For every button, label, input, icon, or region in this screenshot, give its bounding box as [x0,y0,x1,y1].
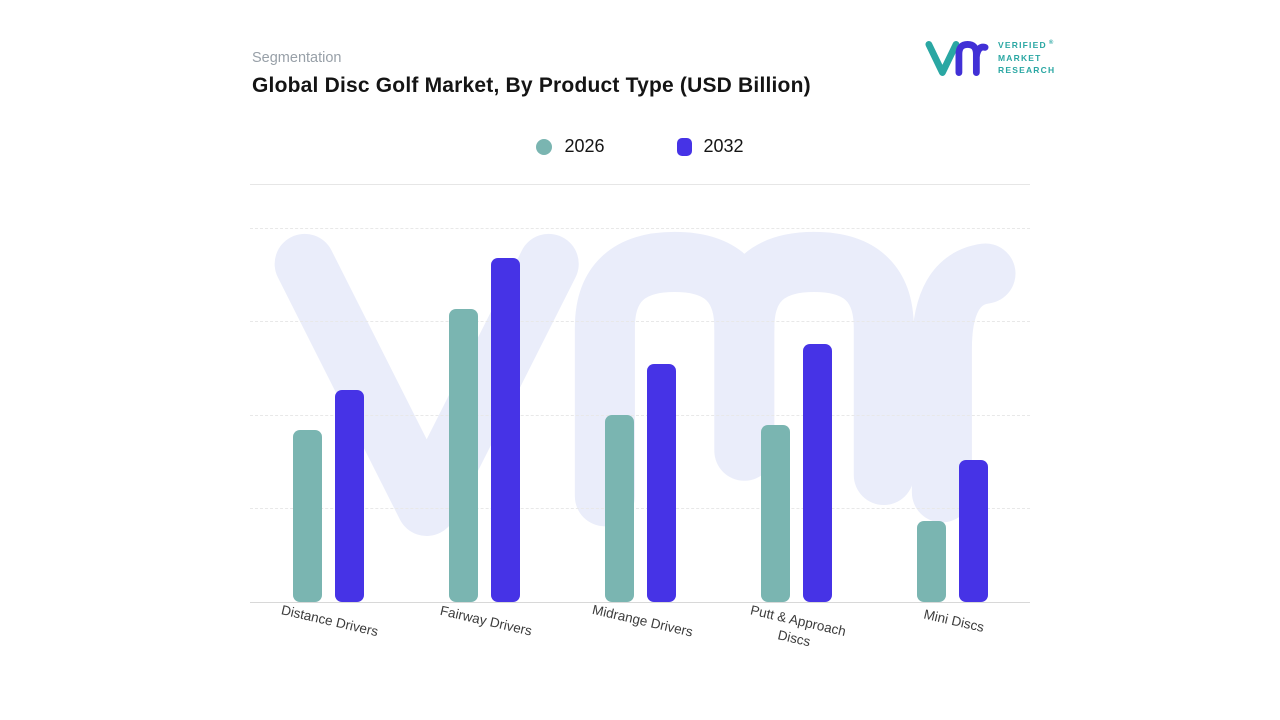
bar-2032 [646,364,676,602]
x-axis-labels: Distance Drivers Fairway Drivers Midrange … [250,602,1030,650]
bar-2032 [334,390,364,602]
x-axis-label: Putt & Approach Discs [748,602,848,650]
bar-group [874,228,1030,602]
logo-line-1: VERIFIED [998,39,1047,50]
legend-label: 2032 [703,136,744,156]
logo-text: VERIFIED ® MARKET RESEARCH [998,39,1055,77]
legend: 2026 2032 [250,136,1030,157]
logo-line-2: MARKET [998,52,1042,63]
gridline [250,321,1030,322]
x-axis-label: Fairway Drivers [438,602,534,639]
x-axis-label-cell: Distance Drivers [250,602,406,648]
gridline [250,415,1030,416]
legend-item-2026: 2026 [536,136,605,157]
x-axis-label-cell: Fairway Drivers [406,603,562,648]
gridline [250,508,1030,509]
legend-item-2032: 2032 [676,136,744,157]
x-axis-label-cell: Mini Discs [874,607,1030,648]
x-axis-label: Midrange Drivers [590,601,694,640]
vmr-monogram-icon [925,41,989,76]
header-divider [250,184,1030,185]
chart-title: Global Disc Golf Market, By Product Type… [252,74,811,97]
bar-group [562,228,718,602]
bar-2032 [802,344,832,602]
x-axis-label: Distance Drivers [280,602,381,640]
legend-label: 2026 [564,136,605,156]
logo-line-3: RESEARCH [998,65,1056,76]
bar-group [250,228,406,602]
x-axis-label-cell: Midrange Drivers [562,602,718,648]
bar-groups [250,228,1030,602]
bar-2026 [760,425,790,602]
bar-2032 [490,258,520,602]
bar-chart [250,228,1030,603]
eyebrow-label: Segmentation [252,50,342,66]
vmr-logo: VERIFIED ® MARKET RESEARCH [924,38,1055,78]
registered-mark: ® [1048,40,1055,47]
bar-2026 [604,415,634,602]
bar-group [718,228,874,602]
bar-group [406,228,562,602]
x-axis-label: Mini Discs [922,606,986,635]
legend-marker-square-icon [676,137,692,156]
bar-2026 [448,309,478,602]
legend-marker-circle-icon [536,138,553,155]
bar-2032 [958,460,988,602]
bar-2026 [292,430,322,602]
bar-2026 [916,521,946,602]
gridline [250,228,1030,229]
x-axis-label-cell: Putt & Approach Discs [718,602,874,649]
